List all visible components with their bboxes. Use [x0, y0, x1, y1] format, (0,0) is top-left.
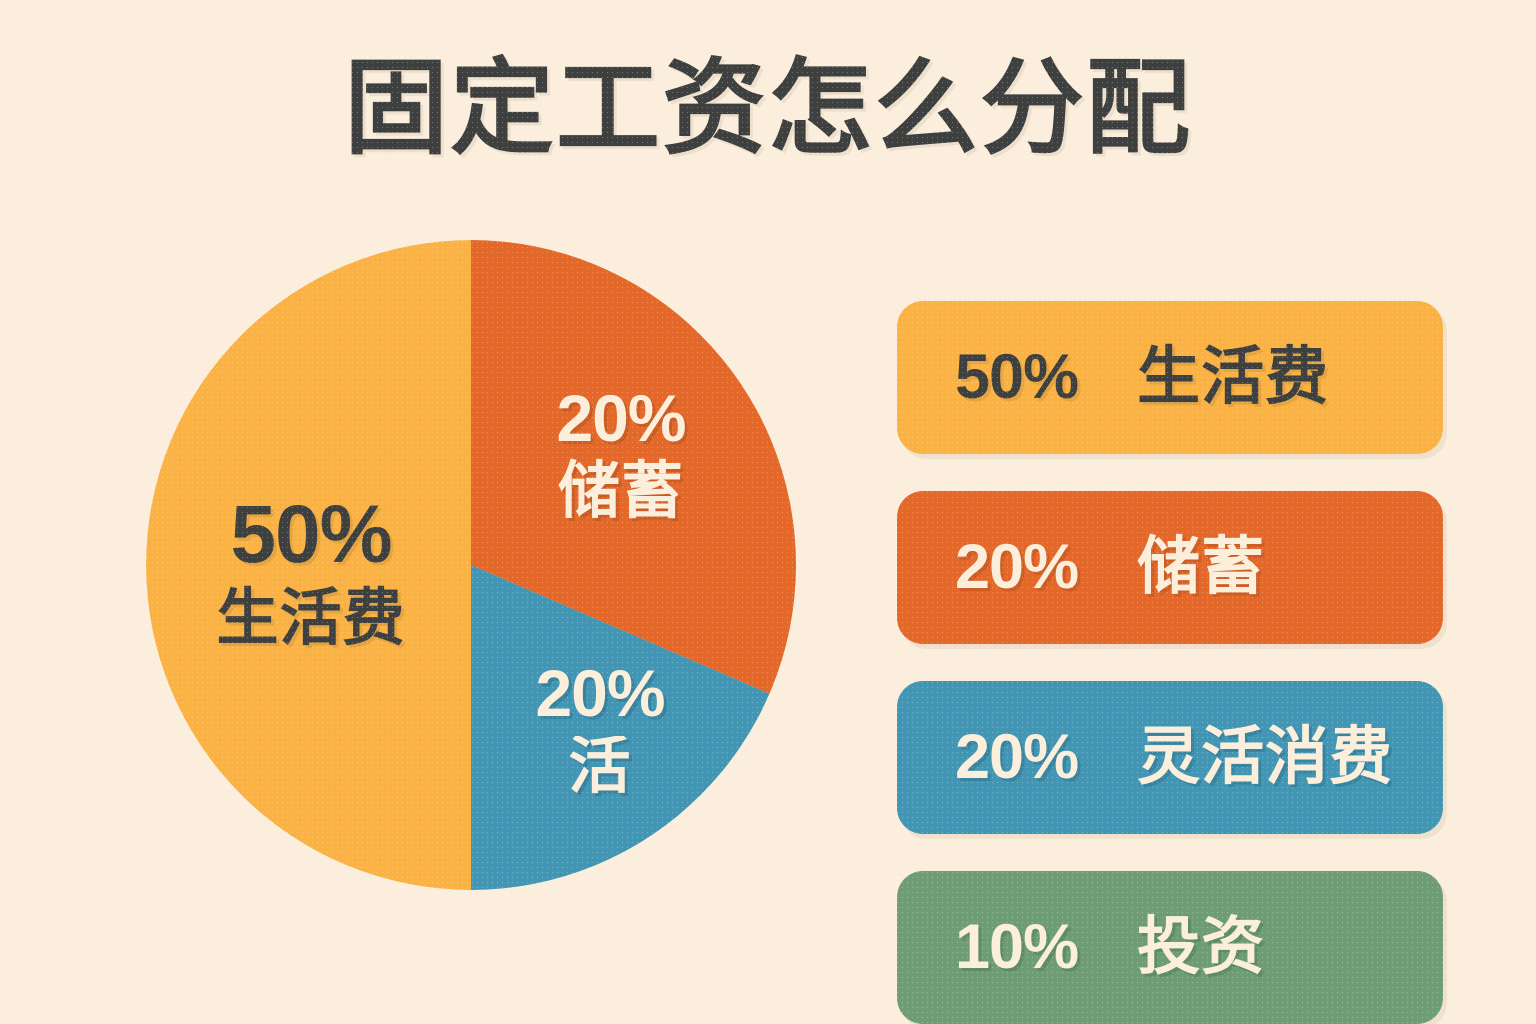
pie-slice-savings-pct: 20%	[556, 381, 686, 455]
pie-slice-savings	[471, 240, 796, 694]
pie-slice-living-pct: 50%	[230, 489, 392, 580]
pie-slice-flexible-pct: 20%	[535, 656, 665, 730]
legend-investment-name: 投资	[1137, 912, 1266, 982]
pie-slice-label-savings: 20% 储蓄	[516, 385, 726, 523]
legend-item-living[interactable]: 50% 生活费	[897, 301, 1443, 454]
pie-slice-label-flexible: 20% 活	[505, 660, 695, 798]
pie-chart	[145, 239, 797, 891]
pie-slice-flexible-name: 活	[568, 736, 632, 798]
pie-slice-flexible	[471, 565, 770, 890]
pie-slice-living-name: 生活费	[216, 584, 406, 653]
pie-slice-savings-name: 储蓄	[557, 457, 684, 526]
pie-slice-label-living: 50% 生活费	[186, 494, 436, 650]
legend: 50% 生活费 20% 储蓄 20% 灵活消费 10% 投资	[897, 301, 1443, 1024]
legend-savings-pct: 20%	[955, 532, 1079, 602]
legend-investment-pct: 10%	[955, 912, 1079, 982]
legend-living-pct: 50%	[955, 342, 1079, 412]
legend-item-flexible[interactable]: 20% 灵活消费	[897, 681, 1443, 834]
legend-item-investment[interactable]: 10% 投资	[897, 871, 1443, 1024]
legend-flexible-name: 灵活消费	[1137, 722, 1394, 792]
legend-item-savings[interactable]: 20% 储蓄	[897, 491, 1443, 644]
legend-living-name: 生活费	[1137, 342, 1330, 412]
pie-slice-living	[146, 240, 471, 890]
page-title: 固定工资怎么分配	[343, 51, 1192, 167]
legend-flexible-pct: 20%	[955, 722, 1079, 792]
legend-savings-name: 储蓄	[1137, 532, 1266, 602]
